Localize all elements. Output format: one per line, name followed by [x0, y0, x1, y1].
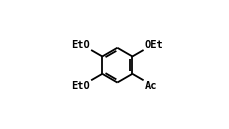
Text: Ac: Ac [144, 81, 157, 91]
Text: EtO: EtO [71, 39, 90, 50]
Text: OEt: OEt [144, 39, 163, 50]
Text: EtO: EtO [71, 81, 90, 91]
